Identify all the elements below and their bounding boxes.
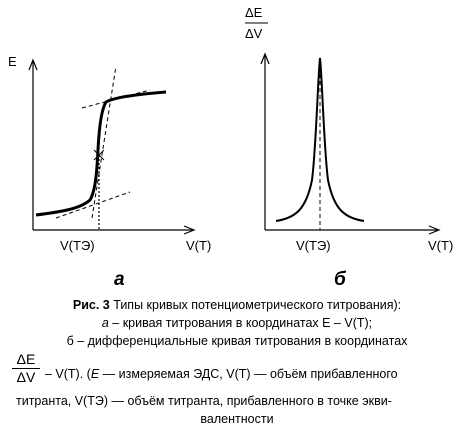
caption-line-2: а – кривая титрования в координатах E – … bbox=[0, 315, 474, 331]
panel-b-y-axis-arrow bbox=[260, 52, 270, 65]
panel-a-x-axis-arrow bbox=[183, 225, 196, 235]
panel-a-x-label: V(T) bbox=[186, 238, 211, 253]
caption-title: Типы кривых потенциометрического титрова… bbox=[113, 298, 402, 312]
caption-e-symbol: E bbox=[90, 367, 100, 381]
caption-fraction-numerator: ΔE bbox=[12, 351, 40, 369]
panel-b-x-label: V(T) bbox=[428, 238, 453, 253]
panel-a-chart: E V(ТЭ) V(T) а bbox=[8, 54, 211, 290]
caption-fraction: ΔE ΔV bbox=[12, 351, 40, 386]
caption-line-1: Рис. 3 Типы кривых потенциометрического … bbox=[0, 297, 474, 313]
figure-number: Рис. 3 bbox=[72, 298, 110, 312]
differential-peak-curve bbox=[275, 57, 365, 222]
tangent-steep bbox=[91, 65, 117, 219]
caption-line-3: б – дифференциальные кривая титрования в… bbox=[66, 334, 408, 348]
tangent-lower bbox=[55, 191, 131, 219]
caption-line-5: титранта, V(ТЭ) — объём титранта, прибав… bbox=[16, 394, 392, 408]
panel-b-y-label-denominator: ΔV bbox=[245, 26, 263, 41]
caption-fraction-denominator: ΔV bbox=[16, 369, 36, 385]
panel-b-y-label-numerator: ΔE bbox=[245, 5, 263, 20]
panel-b-chart: ΔE ΔV V(ТЭ) V(T) б bbox=[245, 5, 453, 290]
panel-b-x-tick-label: V(ТЭ) bbox=[296, 238, 331, 253]
caption-line-4: – V(T). (E — измеряемая ЭДС, V(T) — объё… bbox=[45, 366, 398, 382]
caption-line-4a: – V(T). ( bbox=[45, 367, 91, 381]
panel-a-y-label: E bbox=[8, 54, 17, 69]
panel-a-label: а bbox=[114, 269, 125, 290]
caption-line-2-text: – кривая титрования в координатах E – V(… bbox=[112, 316, 373, 330]
panel-a-x-tick-label: V(ТЭ) bbox=[60, 238, 95, 253]
panel-b-x-axis-arrow bbox=[428, 225, 441, 235]
panel-a-y-axis-arrow bbox=[28, 58, 38, 71]
caption-letter-a: а bbox=[101, 316, 109, 330]
caption-line-6: валентности bbox=[200, 412, 274, 426]
titration-curves-figure: E V(ТЭ) V(T) а ΔE ΔV V(ТЭ) V(T) б bbox=[8, 5, 453, 290]
tangent-upper bbox=[81, 89, 151, 109]
panel-b-label: б bbox=[334, 269, 347, 290]
caption-line-4b: — измеряемая ЭДС, V(T) — объём прибавлен… bbox=[102, 367, 398, 381]
